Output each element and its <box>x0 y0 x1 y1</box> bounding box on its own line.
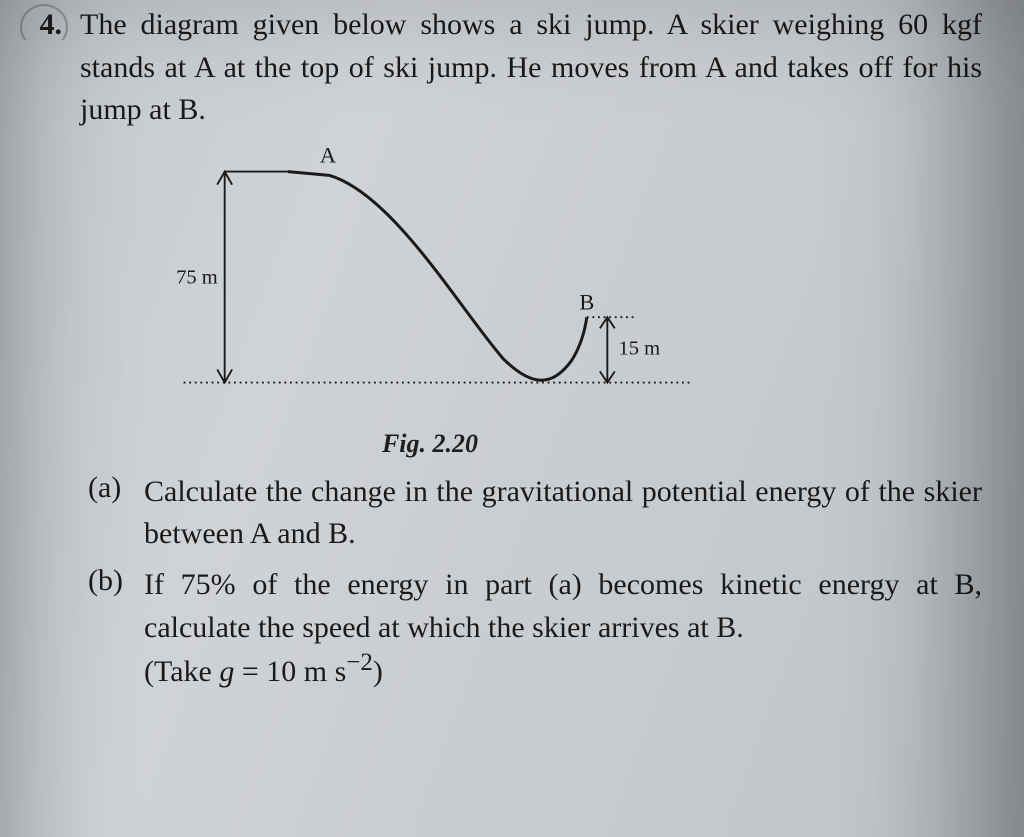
point-b-label: B <box>579 290 594 315</box>
given-suffix: ) <box>373 655 383 688</box>
part-b-text: If 75% of the energy in part (a) becomes… <box>144 562 982 649</box>
question-stem: The diagram given below shows a ski jump… <box>80 2 996 132</box>
dimension-height-b: 15 m <box>600 317 660 382</box>
dimension-height-a: 75 m <box>176 171 290 382</box>
given-exponent: −2 <box>346 649 373 676</box>
question-row: 4. The diagram given below shows a ski j… <box>16 2 996 132</box>
height-a-label: 75 m <box>176 266 218 288</box>
question-block: 4. The diagram given below shows a ski j… <box>16 2 996 689</box>
given-constants: (Take g = 10 m s−2) <box>144 649 996 689</box>
given-prefix: (Take <box>144 655 219 688</box>
given-equals: = 10 m s <box>234 655 346 688</box>
height-b-label: 15 m <box>619 337 661 359</box>
point-a-label: A <box>320 142 336 167</box>
ski-jump-diagram: 75 m A B 15 m <box>110 138 750 418</box>
part-a-label: (a) <box>88 469 132 556</box>
figure: 75 m A B 15 m Fig. 2.20 <box>110 138 750 459</box>
ski-curve <box>288 171 587 380</box>
part-b-row: (b) If 75% of the energy in part (a) bec… <box>88 562 996 649</box>
question-number: 4. <box>16 2 62 42</box>
figure-caption: Fig. 2.20 <box>110 429 750 459</box>
part-a-row: (a) Calculate the change in the gravitat… <box>88 469 996 556</box>
part-a-text: Calculate the change in the gravitationa… <box>144 469 982 556</box>
part-b-label: (b) <box>88 562 132 649</box>
g-symbol: g <box>219 655 234 688</box>
